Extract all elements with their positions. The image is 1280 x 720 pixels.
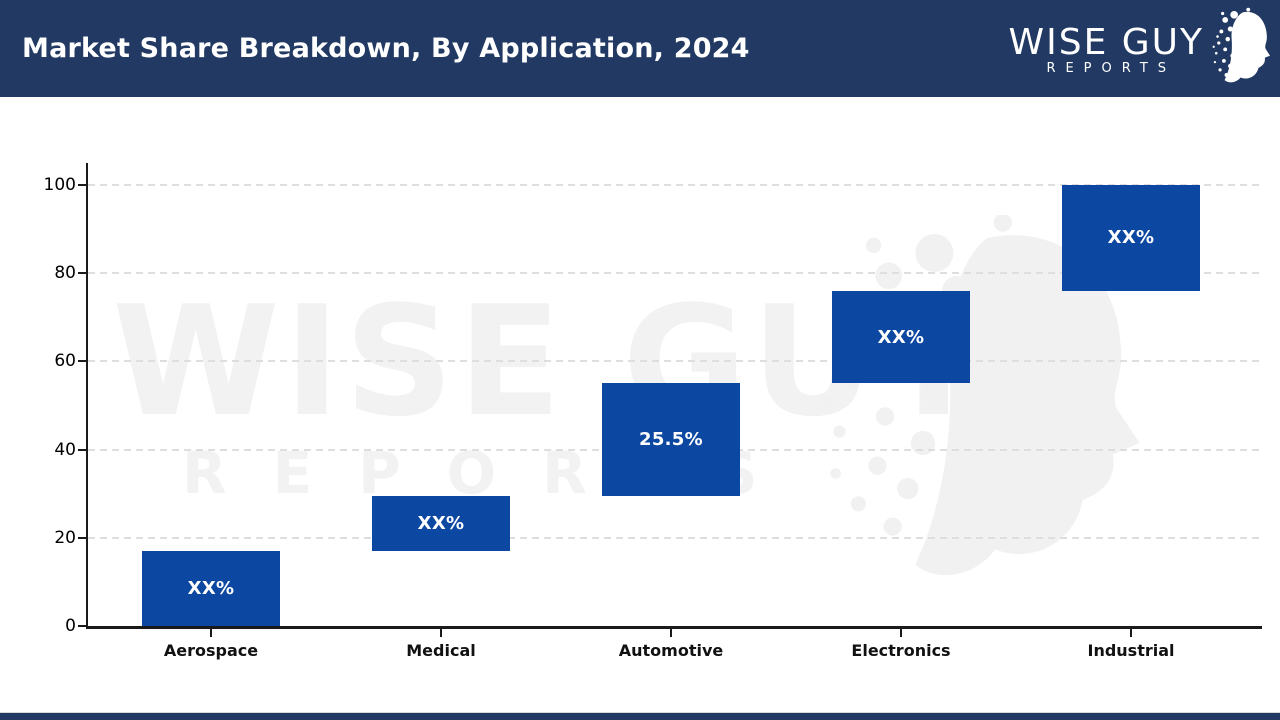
y-tick-label-80: 80	[54, 263, 76, 284]
y-tick-label-0: 0	[65, 616, 76, 636]
waterfall-chart: 0 20 40 60 80 100 XX% Aerospace XX% Medical 25.5% A…	[0, 97, 1280, 713]
bar-value-label: XX%	[417, 512, 465, 534]
y-tick-100	[78, 184, 86, 186]
y-tick-60	[78, 360, 86, 363]
gridline-80	[88, 272, 1262, 275]
x-tick-industrial	[1130, 629, 1132, 637]
bar-value-label: XX%	[187, 578, 235, 599]
y-tick-label-20: 20	[54, 527, 76, 548]
bar-automotive: 25.5%	[602, 383, 740, 496]
bar-value-label: 25.5%	[639, 429, 703, 451]
x-tick-aerospace	[210, 629, 212, 637]
header-bar: Market Share Breakdown, By Application, …	[0, 0, 1280, 97]
x-label-automotive: Automotive	[618, 641, 724, 660]
y-tick-80	[78, 272, 86, 275]
x-label-industrial: Industrial	[1087, 641, 1175, 660]
logo-face-icon	[1212, 7, 1270, 83]
x-tick-electronics	[900, 629, 902, 637]
x-label-medical: Medical	[406, 641, 476, 660]
x-label-electronics: Electronics	[851, 641, 951, 660]
y-tick-20	[78, 536, 86, 539]
gridline-60	[88, 360, 1262, 363]
y-tick-0	[78, 625, 86, 627]
y-tick-label-40: 40	[54, 439, 76, 460]
y-axis-line	[86, 163, 88, 628]
footer-bar	[0, 713, 1280, 720]
footer-rule	[0, 712, 1280, 713]
x-label-aerospace: Aerospace	[163, 641, 259, 660]
gridline-100	[88, 184, 1262, 186]
logo-secondary-text: REPORTS	[1046, 61, 1177, 77]
gridline-20	[88, 536, 1262, 539]
bar-industrial: XX%	[1062, 185, 1200, 291]
bar-value-label: XX%	[1107, 227, 1155, 249]
x-axis-line	[86, 626, 1262, 629]
bar-medical: XX%	[372, 495, 510, 552]
logo-text: WISE GUY REPORTS	[1008, 21, 1205, 77]
wise-guy-logo: WISE GUY REPORTS	[1008, 6, 1270, 94]
y-tick-40	[78, 448, 86, 451]
bar-value-label: XX%	[877, 326, 925, 348]
page-title: Market Share Breakdown, By Application, …	[22, 33, 750, 64]
bar-electronics: XX%	[832, 290, 970, 384]
y-tick-label-60: 60	[54, 351, 76, 372]
x-tick-medical	[440, 629, 442, 637]
bar-aerospace: XX%	[142, 551, 280, 626]
y-tick-label-100: 100	[43, 175, 76, 195]
logo-primary-text: WISE GUY	[1008, 21, 1204, 63]
x-tick-automotive	[670, 629, 672, 637]
